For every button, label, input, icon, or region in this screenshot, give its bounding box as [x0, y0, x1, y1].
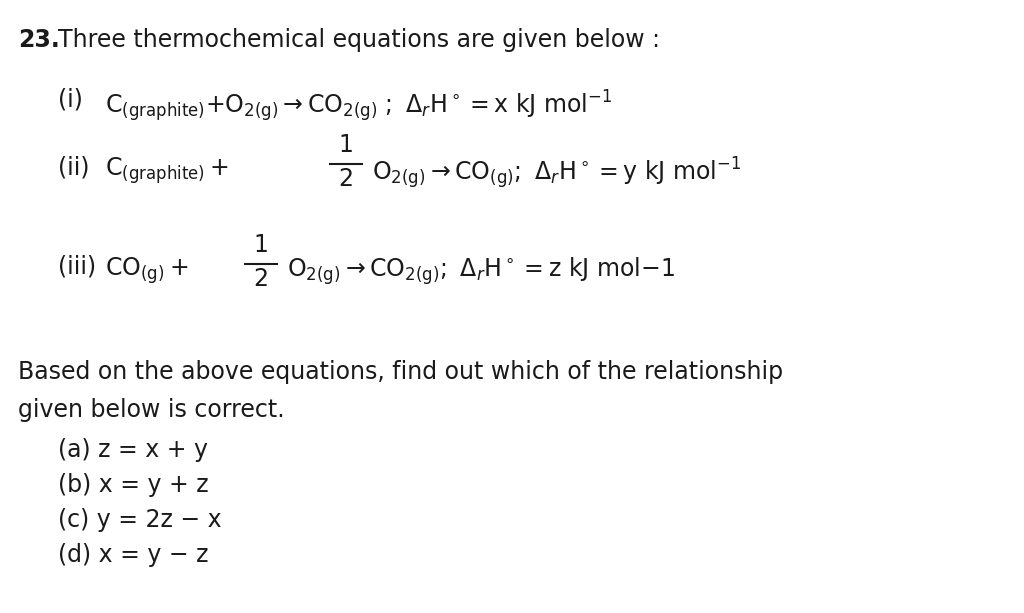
Text: $\mathregular{O_{2(g)}} \rightarrow \mathregular{CO_{(g)}}$$;\ \Delta_r\mathregu: $\mathregular{O_{2(g)}} \rightarrow \mat…: [372, 155, 741, 191]
Text: 23.: 23.: [18, 28, 59, 52]
Text: given below is correct.: given below is correct.: [18, 398, 285, 422]
Text: $\mathregular{CO_{(g)}} +$: $\mathregular{CO_{(g)}} +$: [105, 255, 188, 286]
Text: (i): (i): [58, 88, 83, 112]
Text: (iii): (iii): [58, 255, 96, 279]
Text: (d) x = y − z: (d) x = y − z: [58, 543, 209, 567]
Text: $\mathregular{O_{2(g)}} \rightarrow \mathregular{CO_{2(g)}}$$;\ \Delta_r\mathreg: $\mathregular{O_{2(g)}} \rightarrow \mat…: [287, 255, 675, 287]
Text: Three thermochemical equations are given below :: Three thermochemical equations are given…: [58, 28, 660, 52]
Text: (b) x = y + z: (b) x = y + z: [58, 473, 209, 497]
Text: (c) y = 2z − x: (c) y = 2z − x: [58, 508, 221, 532]
Text: (ii): (ii): [58, 155, 89, 179]
Text: 1: 1: [338, 133, 353, 157]
Text: $\mathregular{C_{(graphite)}}$$ + \mathregular{O_{2(g)}} \rightarrow \mathregula: $\mathregular{C_{(graphite)}}$$ + \mathr…: [105, 88, 612, 124]
Text: 2: 2: [338, 167, 353, 191]
Text: $\mathregular{C_{(graphite)}} +$: $\mathregular{C_{(graphite)}} +$: [105, 155, 228, 186]
Text: 1: 1: [253, 233, 268, 257]
Text: 2: 2: [253, 267, 268, 291]
Text: Based on the above equations, find out which of the relationship: Based on the above equations, find out w…: [18, 360, 783, 384]
Text: (a) z = x + y: (a) z = x + y: [58, 438, 208, 462]
